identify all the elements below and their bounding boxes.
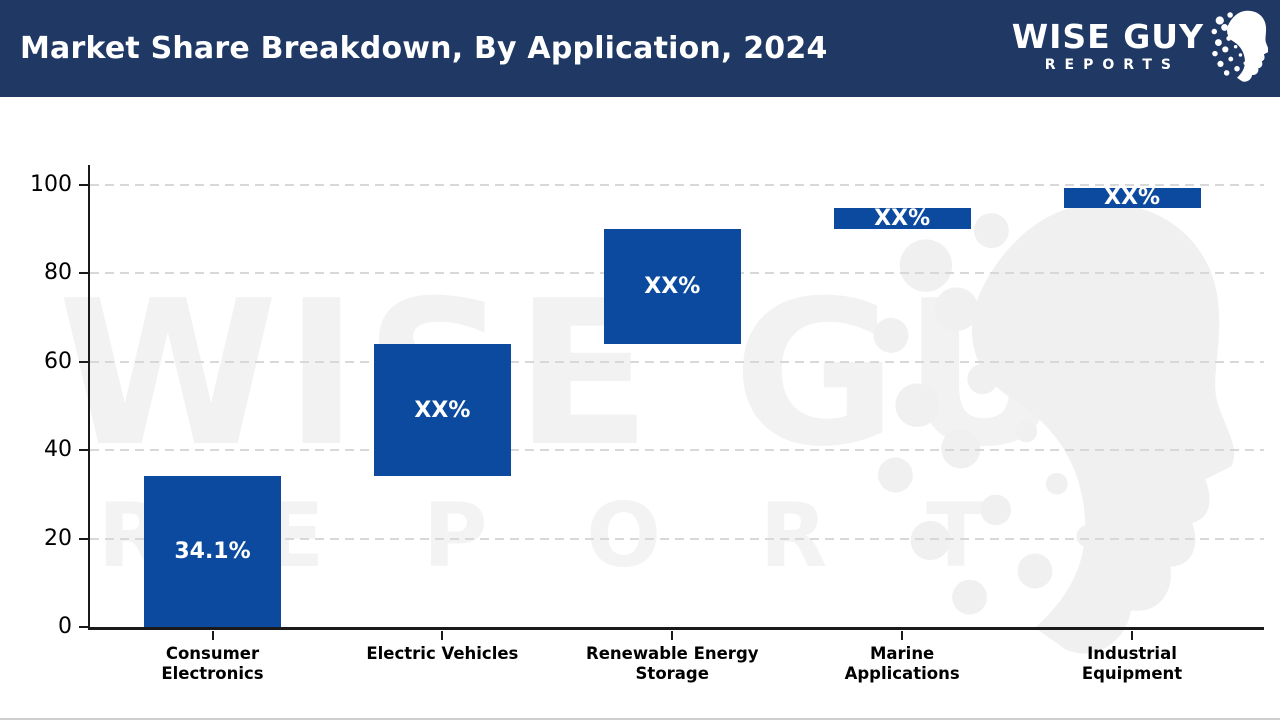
x-category-label: Marine Applications: [844, 644, 960, 683]
page-title: Market Share Breakdown, By Application, …: [20, 31, 828, 66]
wiseguy-logo: WISE GUY REPORTS: [1012, 6, 1268, 86]
bar-value-label: XX%: [874, 206, 931, 232]
bar-segment: XX%: [833, 206, 971, 232]
grid-line: [90, 183, 1264, 186]
x-category-label: Renewable Energy Storage: [585, 644, 759, 683]
y-axis-tick-label: 60: [44, 348, 72, 374]
grid-line: [90, 449, 1264, 452]
x-tick-mark: [441, 631, 444, 640]
bar-segment: 34.1%: [144, 476, 281, 627]
y-tick-mark: [79, 537, 88, 540]
y-tick-mark: [79, 626, 88, 628]
x-tick-mark: [211, 631, 214, 640]
bar-value-label: 34.1%: [174, 539, 251, 565]
y-tick-mark: [79, 360, 88, 363]
y-tick-mark: [79, 449, 88, 452]
bar-value-label: XX%: [644, 274, 701, 300]
x-category-label: Consumer Electronics: [161, 644, 264, 683]
grid-line: [90, 537, 1264, 540]
y-axis-tick-label: 80: [44, 260, 72, 286]
y-axis-tick-label: 40: [44, 437, 72, 463]
y-axis-tick-label: 100: [30, 171, 72, 197]
logo-text: WISE GUY REPORTS: [1011, 17, 1204, 74]
x-category-label: Electric Vehicles: [366, 644, 519, 663]
bar-segment: XX%: [603, 229, 741, 345]
bar-segment: XX%: [1063, 185, 1201, 211]
header-banner: Market Share Breakdown, By Application, …: [0, 0, 1280, 97]
bar-value-label: XX%: [414, 397, 471, 423]
y-tick-mark: [79, 183, 88, 186]
bottom-border: [0, 718, 1280, 720]
x-tick-mark: [671, 631, 674, 640]
x-tick-mark: [901, 631, 904, 640]
chart-canvas: WISE GUY R E P O R T S 0 20 40 60 80 100 34.1%…: [0, 97, 1280, 720]
x-tick-mark: [1131, 631, 1133, 640]
x-category-label: Industrial Equipment: [1081, 644, 1183, 683]
plot-area: 0 20 40 60 80 100 34.1% Consumer Electronics XX% E…: [30, 165, 1264, 683]
logo-wordmark: WISE GUY: [1011, 17, 1204, 56]
bar-value-label: XX%: [1104, 185, 1160, 211]
y-axis-tick-label: 20: [44, 525, 72, 551]
grid-line: [90, 360, 1264, 363]
logo-subtitle: REPORTS: [1044, 57, 1181, 73]
wiseguy-head-icon: [1211, 10, 1268, 82]
bar-segment: XX%: [373, 344, 511, 477]
y-axis-tick-label: 0: [58, 614, 72, 639]
y-tick-mark: [79, 272, 88, 275]
